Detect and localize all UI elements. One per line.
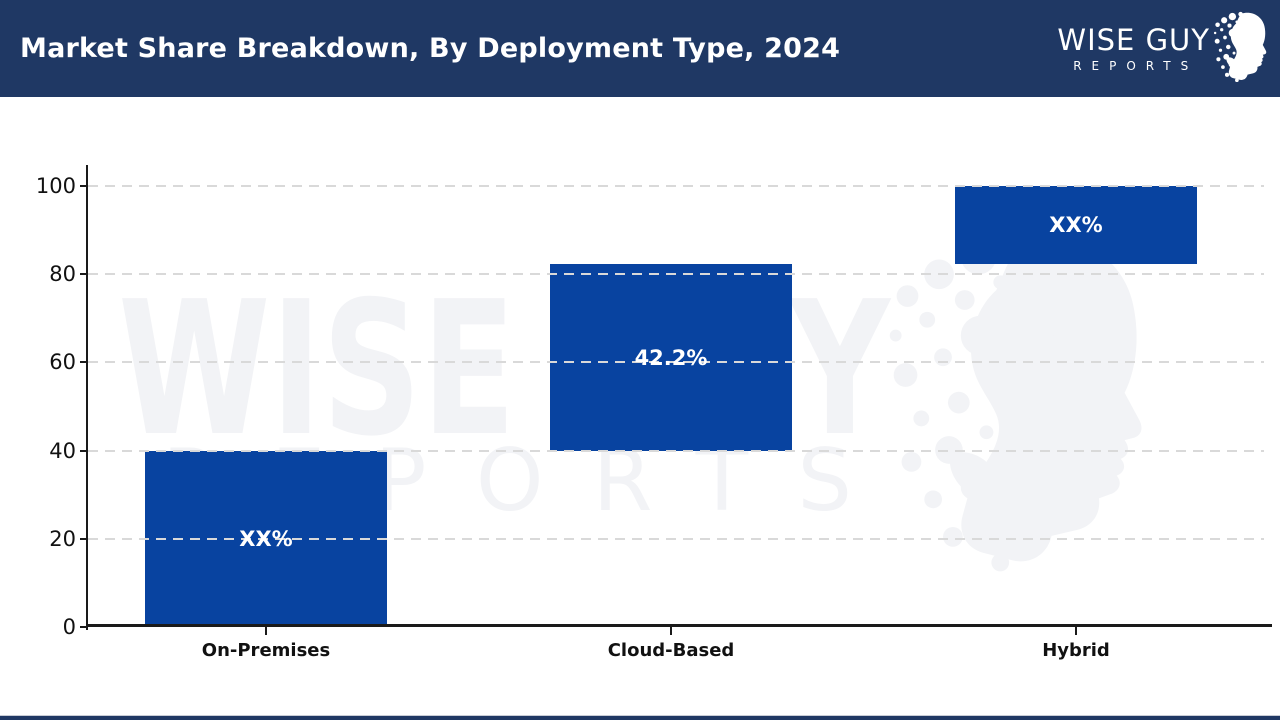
y-tick-label-20: 20 (49, 526, 76, 551)
y-tick-80 (80, 273, 88, 276)
x-tick-2 (1075, 627, 1077, 635)
bar-value-label: 42.2% (634, 345, 708, 370)
gridline-y20 (88, 537, 1264, 540)
x-category-label-0: On-Premises (201, 640, 331, 661)
watermark-head-profile-icon (889, 233, 1142, 572)
chart-title: Market Share Breakdown, By Deployment Ty… (20, 33, 841, 64)
x-axis-line (86, 624, 1272, 627)
bar-hybrid (955, 186, 1197, 265)
bar-cloud-based (550, 264, 792, 451)
header-bar: Market Share Breakdown, By Deployment Ty… (0, 0, 1280, 97)
x-category-label-2: Hybrid (1042, 640, 1110, 661)
y-tick-100 (80, 185, 88, 187)
footer-accent-strip (0, 715, 1280, 720)
gridline-y100 (88, 185, 1264, 187)
x-category-label-1: Cloud-Based (607, 640, 735, 661)
y-tick-label-80: 80 (49, 262, 76, 287)
y-tick-60 (80, 361, 88, 364)
y-tick-label-100: 100 (35, 174, 76, 198)
logo-text: WISE GUY REPORTS (1057, 23, 1210, 73)
gridline-y60 (88, 361, 1264, 364)
y-tick-0 (80, 626, 88, 628)
logo-subtext: REPORTS (1073, 58, 1199, 73)
gridline-y80 (88, 273, 1264, 276)
y-tick-label-0: 0 (62, 615, 76, 639)
gridline-y40 (88, 449, 1264, 452)
head-profile-icon (1212, 10, 1270, 88)
bar-value-label: XX% (239, 526, 293, 551)
chart-plot-area: WISE GUY REPORTS XX%42.2%XX%020406080100… (0, 97, 1280, 716)
x-tick-1 (670, 627, 672, 635)
y-tick-label-60: 60 (49, 350, 76, 375)
y-tick-label-40: 40 (49, 438, 76, 463)
wise-guy-reports-logo: WISE GUY REPORTS (1057, 7, 1270, 91)
bar-value-label: XX% (1049, 213, 1103, 238)
y-tick-20 (80, 537, 88, 540)
y-tick-40 (80, 449, 88, 452)
y-axis-line (86, 165, 88, 630)
logo-wordmark: WISE GUY (1057, 23, 1210, 58)
x-tick-0 (265, 627, 267, 635)
